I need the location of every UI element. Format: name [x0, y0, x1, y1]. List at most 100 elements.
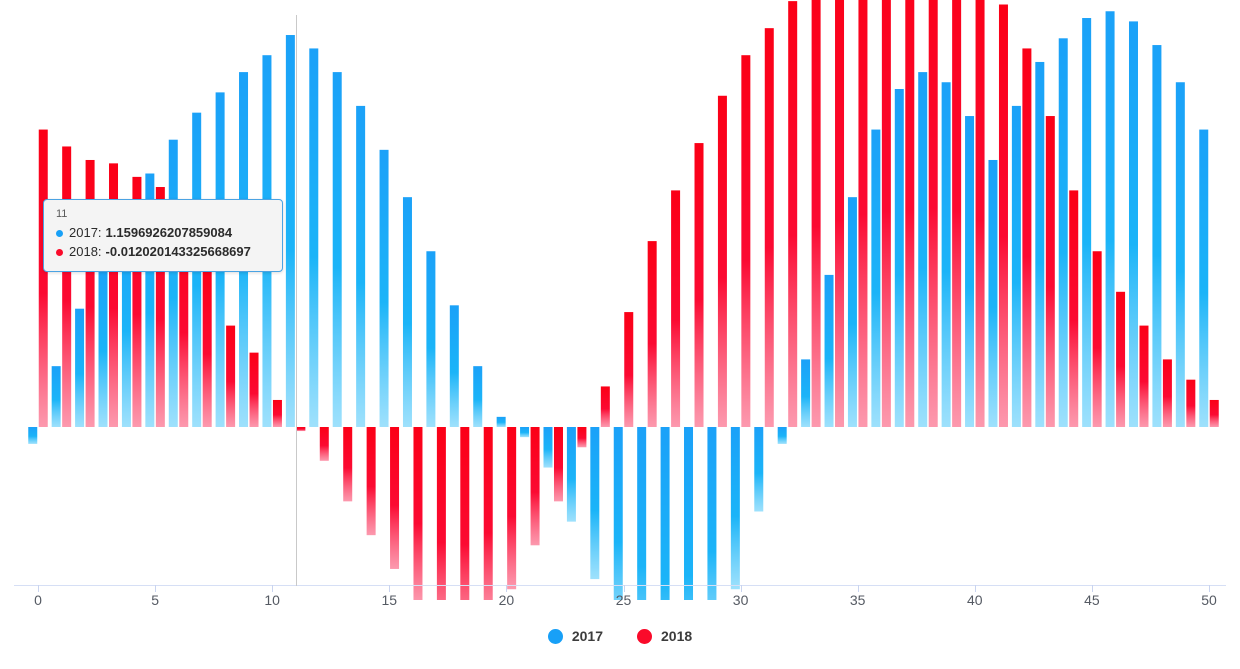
bar[interactable] — [1199, 129, 1209, 427]
bar[interactable] — [1045, 116, 1055, 427]
bar[interactable] — [730, 427, 740, 590]
bar[interactable] — [390, 427, 400, 569]
bar[interactable] — [272, 399, 282, 427]
bar[interactable] — [226, 325, 236, 427]
bar[interactable] — [1022, 48, 1032, 427]
bar[interactable] — [343, 427, 353, 502]
bar[interactable] — [671, 190, 681, 427]
bar[interactable] — [637, 427, 647, 600]
bar[interactable] — [132, 176, 142, 427]
bar[interactable] — [1011, 105, 1021, 428]
bar[interactable] — [460, 427, 470, 600]
bar[interactable] — [1069, 190, 1079, 427]
bar[interactable] — [754, 427, 764, 512]
bar[interactable] — [1116, 291, 1126, 427]
bar[interactable] — [1186, 379, 1196, 427]
bar[interactable] — [647, 241, 657, 427]
bar[interactable] — [249, 352, 259, 427]
bar[interactable] — [928, 0, 938, 427]
bar[interactable] — [98, 258, 108, 427]
bar[interactable] — [858, 0, 868, 428]
bar[interactable] — [998, 4, 1008, 428]
bar[interactable] — [109, 163, 119, 428]
bar[interactable] — [788, 1, 798, 428]
bar[interactable] — [426, 251, 436, 427]
bar[interactable] — [1152, 45, 1162, 428]
bar[interactable] — [1105, 11, 1115, 427]
bar[interactable] — [121, 214, 131, 427]
bar[interactable] — [379, 149, 389, 427]
plot-area[interactable]: 0 5 10 15 20 25 30 35 40 45 50 11 2017: 1.15969262… — [0, 0, 1240, 608]
bar[interactable] — [507, 427, 517, 590]
bar[interactable] — [905, 0, 915, 427]
bar[interactable] — [402, 197, 412, 427]
bar[interactable] — [824, 274, 834, 427]
bar[interactable] — [577, 427, 587, 448]
bar[interactable] — [624, 312, 634, 427]
bar[interactable] — [85, 159, 95, 428]
bar[interactable] — [600, 386, 610, 427]
bar[interactable] — [202, 264, 212, 427]
bar[interactable] — [366, 427, 376, 536]
bar[interactable] — [51, 366, 61, 427]
bars-canvas[interactable] — [0, 0, 1240, 600]
bar[interactable] — [62, 146, 72, 427]
bar[interactable] — [777, 427, 787, 444]
bar[interactable] — [28, 427, 38, 444]
bar[interactable] — [941, 82, 951, 428]
bar[interactable] — [296, 427, 306, 432]
bar[interactable] — [1175, 82, 1185, 428]
bar[interactable] — [1092, 251, 1102, 427]
bar[interactable] — [168, 139, 178, 427]
bar[interactable] — [660, 427, 670, 600]
bar[interactable] — [952, 0, 962, 427]
bar[interactable] — [356, 105, 366, 428]
bar[interactable] — [285, 35, 295, 428]
bar[interactable] — [764, 28, 774, 427]
bar[interactable] — [894, 89, 904, 427]
bar[interactable] — [553, 427, 563, 502]
bar[interactable] — [483, 427, 493, 600]
bar[interactable] — [975, 0, 985, 427]
bar[interactable] — [566, 427, 576, 522]
bar[interactable] — [145, 173, 155, 428]
bar[interactable] — [988, 159, 998, 428]
bar[interactable] — [741, 55, 751, 427]
bar[interactable] — [436, 427, 446, 600]
legend-item-2017[interactable]: 2017 — [547, 628, 603, 644]
bar[interactable] — [1082, 18, 1092, 428]
bar[interactable] — [496, 416, 506, 427]
bar[interactable] — [835, 0, 845, 427]
bar[interactable] — [717, 95, 727, 427]
bar[interactable] — [801, 359, 811, 427]
bar[interactable] — [1209, 399, 1219, 427]
bar[interactable] — [613, 427, 623, 600]
bar[interactable] — [1162, 359, 1172, 427]
bar[interactable] — [530, 427, 540, 546]
bar[interactable] — [694, 143, 704, 427]
bar[interactable] — [1139, 325, 1149, 427]
bar[interactable] — [332, 72, 342, 427]
bar[interactable] — [590, 427, 600, 580]
bar[interactable] — [520, 427, 530, 438]
bar[interactable] — [1058, 38, 1068, 428]
legend-item-2018[interactable]: 2018 — [637, 628, 692, 644]
bar[interactable] — [319, 427, 329, 461]
bar[interactable] — [449, 305, 459, 427]
bar[interactable] — [1035, 61, 1045, 428]
bar[interactable] — [473, 366, 483, 427]
bar[interactable] — [871, 129, 881, 427]
bar[interactable] — [811, 0, 821, 428]
bar[interactable] — [155, 187, 165, 427]
bar[interactable] — [918, 72, 928, 427]
bar[interactable] — [847, 197, 857, 427]
bar[interactable] — [75, 308, 85, 427]
bar[interactable] — [881, 0, 891, 427]
bar[interactable] — [965, 116, 975, 427]
bar[interactable] — [684, 427, 694, 600]
bar[interactable] — [413, 427, 423, 600]
bar[interactable] — [38, 129, 48, 427]
bar[interactable] — [179, 217, 189, 427]
bar[interactable] — [707, 427, 717, 600]
bar[interactable] — [309, 48, 319, 427]
